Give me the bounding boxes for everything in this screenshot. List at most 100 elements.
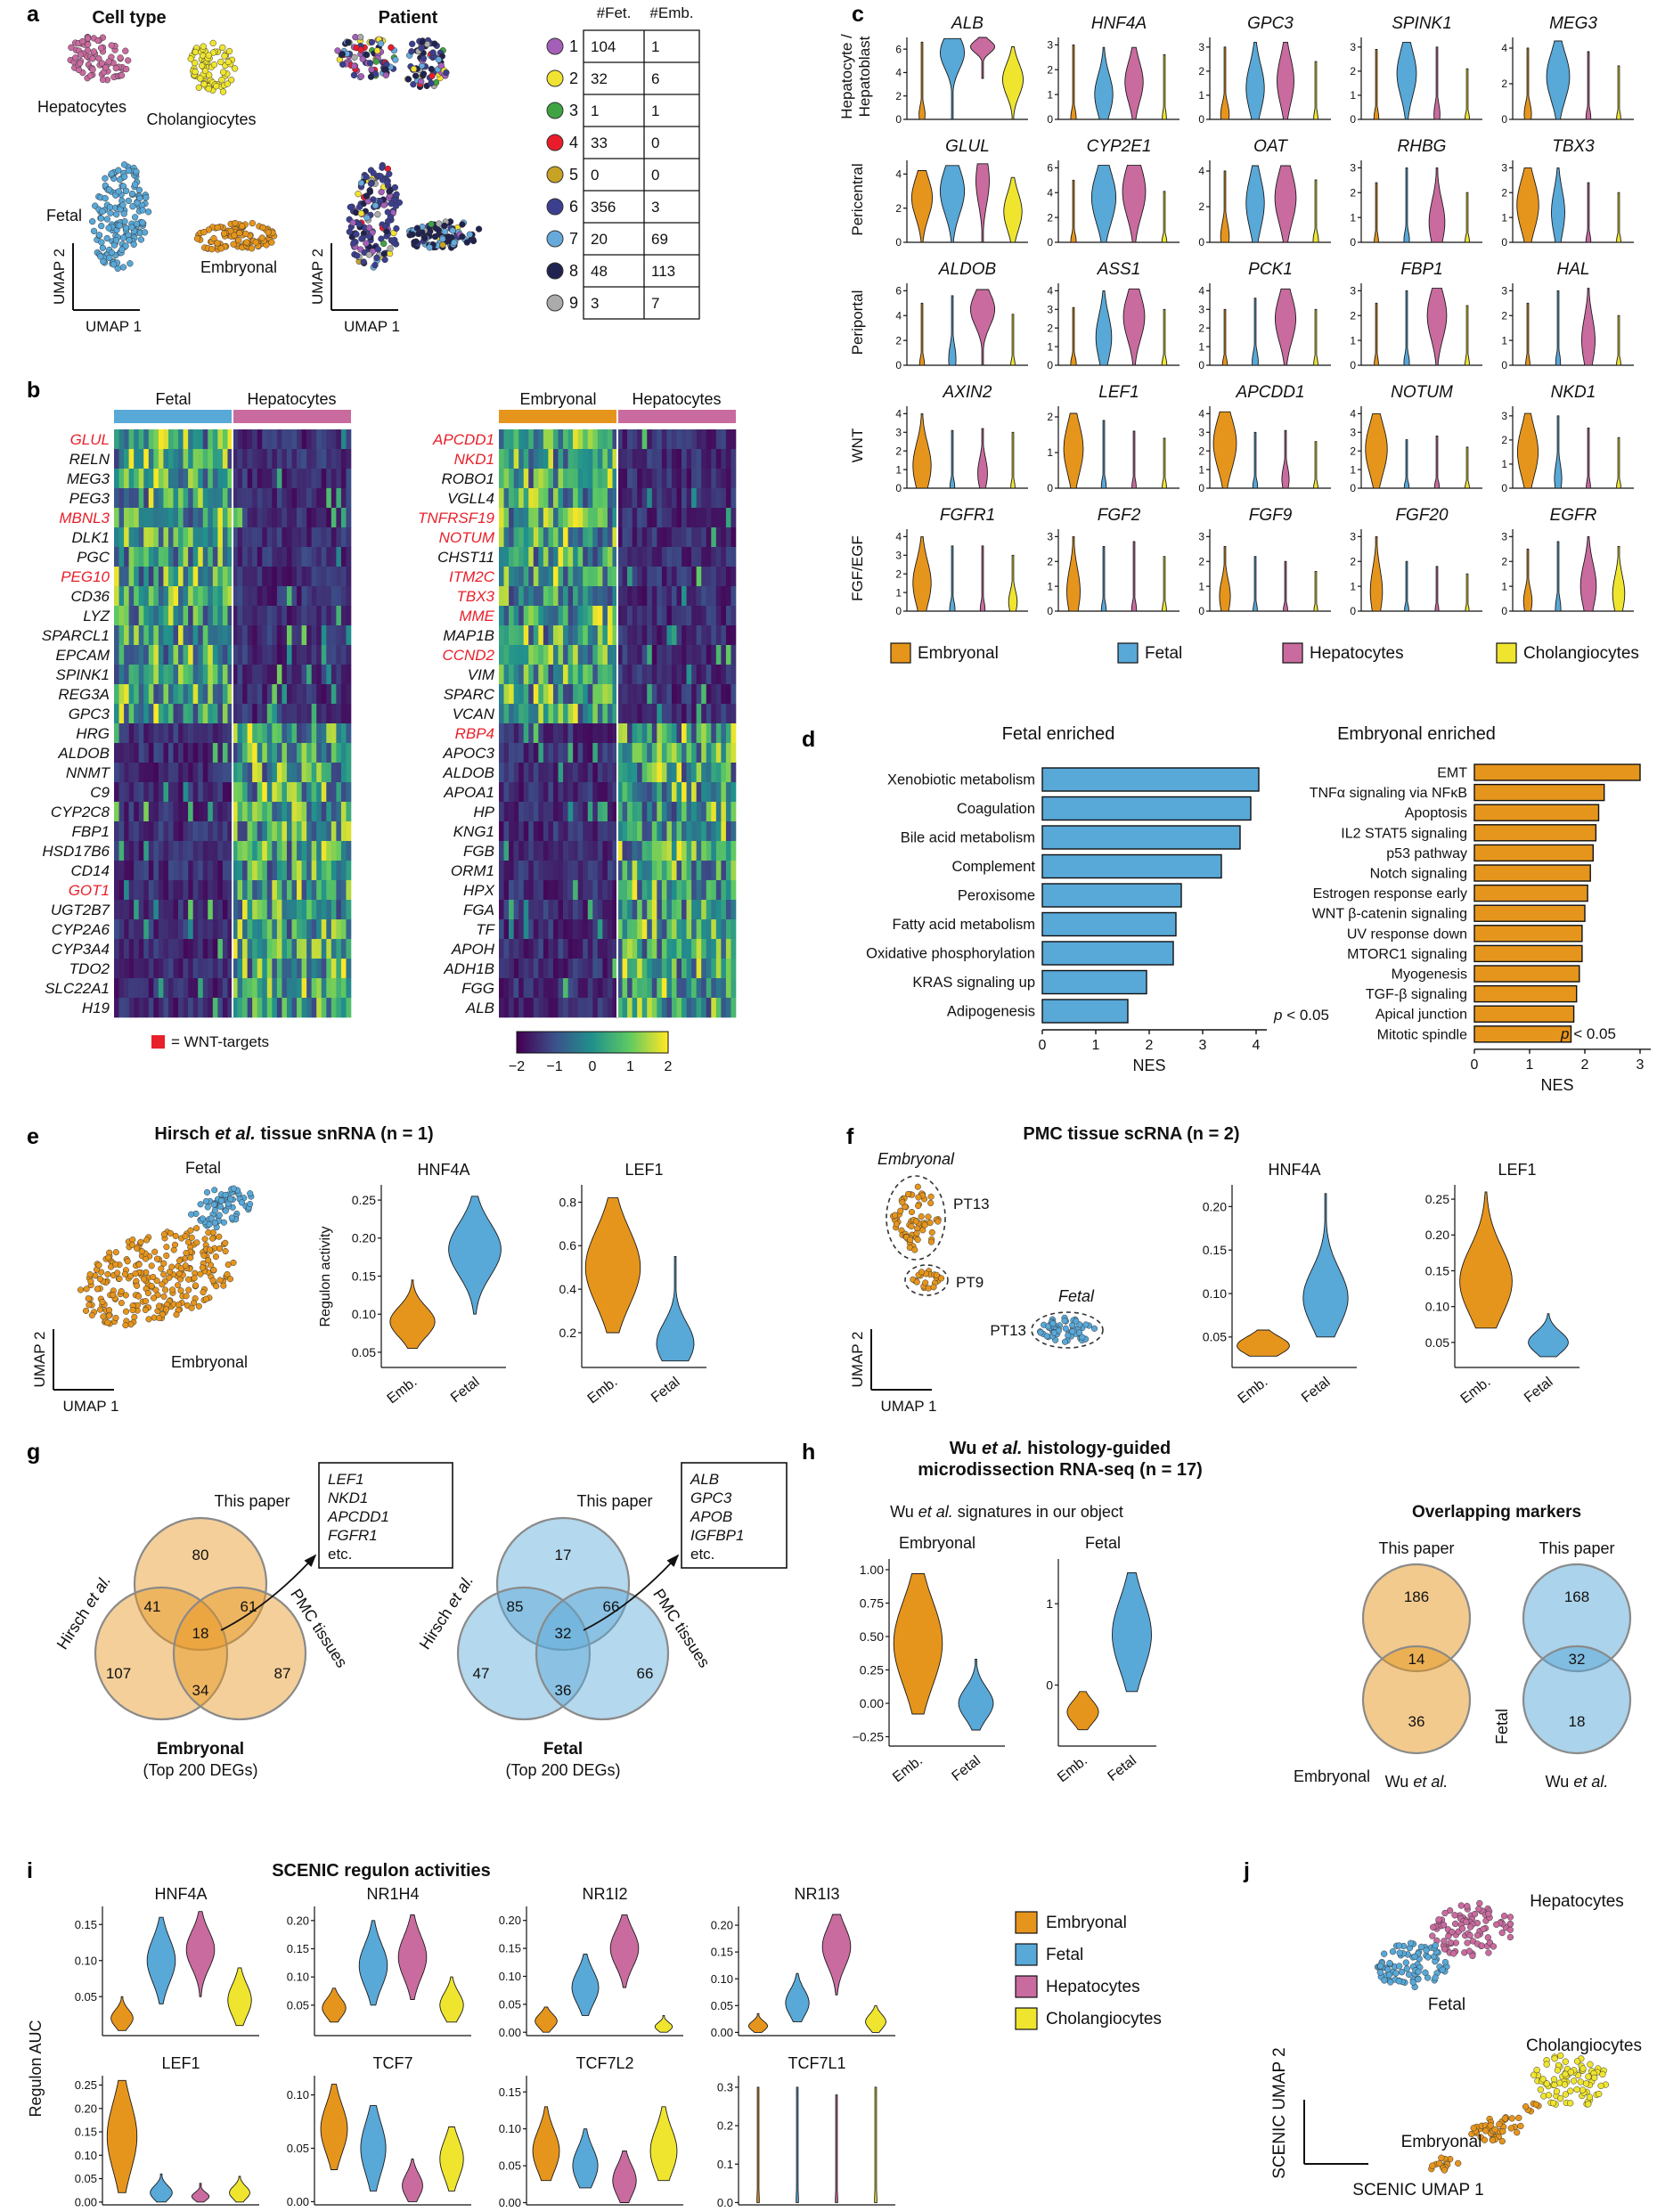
embryonal-cluster [1428, 2154, 1462, 2174]
y-tick-label: 2 [1198, 65, 1204, 78]
y-tick-label: 0.00 [860, 1696, 884, 1710]
group-header-bar [618, 410, 736, 423]
cholangiocytes-cluster [187, 39, 239, 95]
y-tick-label: 0.10 [499, 1970, 521, 1983]
y-tick-label: 0.05 [1203, 1330, 1227, 1344]
pathway-label: KRAS signaling up [912, 975, 1035, 991]
legend-label: Embryonal [918, 644, 999, 663]
cluster-label: Cholangiocytes [146, 110, 256, 128]
gene-label: APOA1 [443, 784, 494, 801]
violin [649, 2106, 678, 2182]
venn-count: 36 [1408, 1713, 1425, 1730]
gene-label: GPC3 [69, 706, 110, 722]
venn-set-label: Wu et al. [1546, 1773, 1609, 1791]
violin [1122, 288, 1146, 366]
patient-emb-count: 0 [651, 135, 659, 151]
violin [1523, 47, 1532, 120]
violin [1404, 560, 1409, 612]
x-tick-label: 2 [1581, 1057, 1589, 1073]
gene-label: C9 [90, 784, 110, 801]
violin [360, 2105, 387, 2192]
venn-circle [456, 1586, 592, 1721]
violin [1002, 46, 1024, 120]
axis-label: NES [1540, 1076, 1573, 1094]
gene-label: ITM2C [449, 568, 495, 585]
gene-plot-title: EGFR [1550, 506, 1597, 525]
panel-letter-b: b [27, 378, 41, 403]
y-tick-label: 2 [1501, 186, 1507, 199]
cluster-label: Fetal [46, 207, 82, 224]
y-tick-label: 0.10 [75, 2149, 97, 2162]
venn-count: 36 [555, 1682, 572, 1699]
violin [1403, 167, 1410, 243]
violin [1616, 314, 1621, 366]
violin [1252, 298, 1259, 366]
violin [110, 1996, 134, 2031]
violin [1122, 165, 1147, 243]
violin [1616, 437, 1621, 489]
violin [1396, 41, 1417, 120]
nes-bar [1041, 853, 1222, 879]
y-tick-label: 4 [1198, 165, 1204, 177]
y-axis-label: Regulon AUC [27, 2020, 45, 2117]
y-tick-label: 2 [1350, 186, 1356, 199]
patient-fet-count: 104 [591, 38, 616, 55]
violin [1522, 548, 1533, 612]
gene-label: UGT2B7 [51, 902, 110, 918]
bar-chart-title: Embryonal enriched [1337, 724, 1496, 744]
violin-title: Fetal [1085, 1534, 1121, 1552]
gene-label: ROBO1 [441, 470, 494, 487]
violin [150, 2173, 173, 2203]
y-axis-label: Regulon activity [318, 1227, 333, 1327]
violin [1369, 535, 1384, 612]
regulon-title: TCF7 [373, 2054, 413, 2072]
group-header-bar [114, 410, 232, 423]
y-tick-label: 1 [1350, 211, 1356, 224]
regulon-title: LEF1 [161, 2054, 200, 2072]
y-tick-label: 2 [895, 334, 902, 347]
pathway-label: Fatty acid metabolism [893, 917, 1035, 933]
legend-swatch [1015, 2007, 1038, 2030]
y-tick-label: 2 [1198, 322, 1204, 334]
y-tick-label: 0.15 [352, 1269, 376, 1283]
p-value-label: p < 0.05 [1560, 1025, 1616, 1042]
violin [1274, 288, 1297, 366]
y-tick-label: 2 [1350, 555, 1356, 567]
y-tick-label: 1 [1350, 463, 1356, 476]
y-tick-label: 0.15 [75, 1918, 97, 1931]
y-tick-label: 0 [1198, 113, 1204, 126]
gene-label: HPX [463, 882, 495, 899]
fetal-cluster [1374, 1939, 1450, 1991]
y-tick-label: 3 [1350, 285, 1356, 298]
y-tick-label: 1 [1198, 463, 1204, 476]
y-tick-label: 0.25 [860, 1662, 884, 1677]
violin [1465, 305, 1470, 366]
violin [146, 1916, 176, 2004]
gene-label: MEG3 [67, 470, 110, 487]
legend-swatch [1015, 1975, 1038, 1998]
y-tick-label: 0 [1198, 482, 1204, 494]
y-tick-label: 0.05 [75, 2172, 97, 2185]
venn-count: 17 [555, 1547, 572, 1563]
violin [227, 1967, 252, 2027]
violin [1465, 446, 1470, 489]
patient-umap-title: Patient [379, 8, 438, 28]
y-tick-label: 0.05 [499, 1997, 521, 2011]
y-tick-label: 2 [1198, 445, 1204, 457]
venn-set-label: This paper [1378, 1539, 1454, 1557]
venn-count: 186 [1404, 1588, 1429, 1605]
embryonal-cluster [1522, 2100, 1542, 2115]
violin [1312, 179, 1319, 243]
violin [389, 1279, 436, 1350]
gene-label: EPCAM [56, 647, 110, 664]
gene-label: SLC22A1 [45, 980, 110, 997]
colorbar-tick: 0 [589, 1059, 597, 1074]
axis-label: UMAP 1 [881, 1398, 937, 1415]
nes-bar [1041, 796, 1252, 821]
y-tick-label: 0.20 [499, 1914, 521, 1927]
y-tick-label: 2 [895, 567, 902, 580]
x-tick-label: 3 [1199, 1038, 1207, 1053]
y-tick-label: 0.15 [1203, 1243, 1227, 1257]
violin [1070, 44, 1077, 120]
gene-label: VCAN [453, 706, 495, 722]
